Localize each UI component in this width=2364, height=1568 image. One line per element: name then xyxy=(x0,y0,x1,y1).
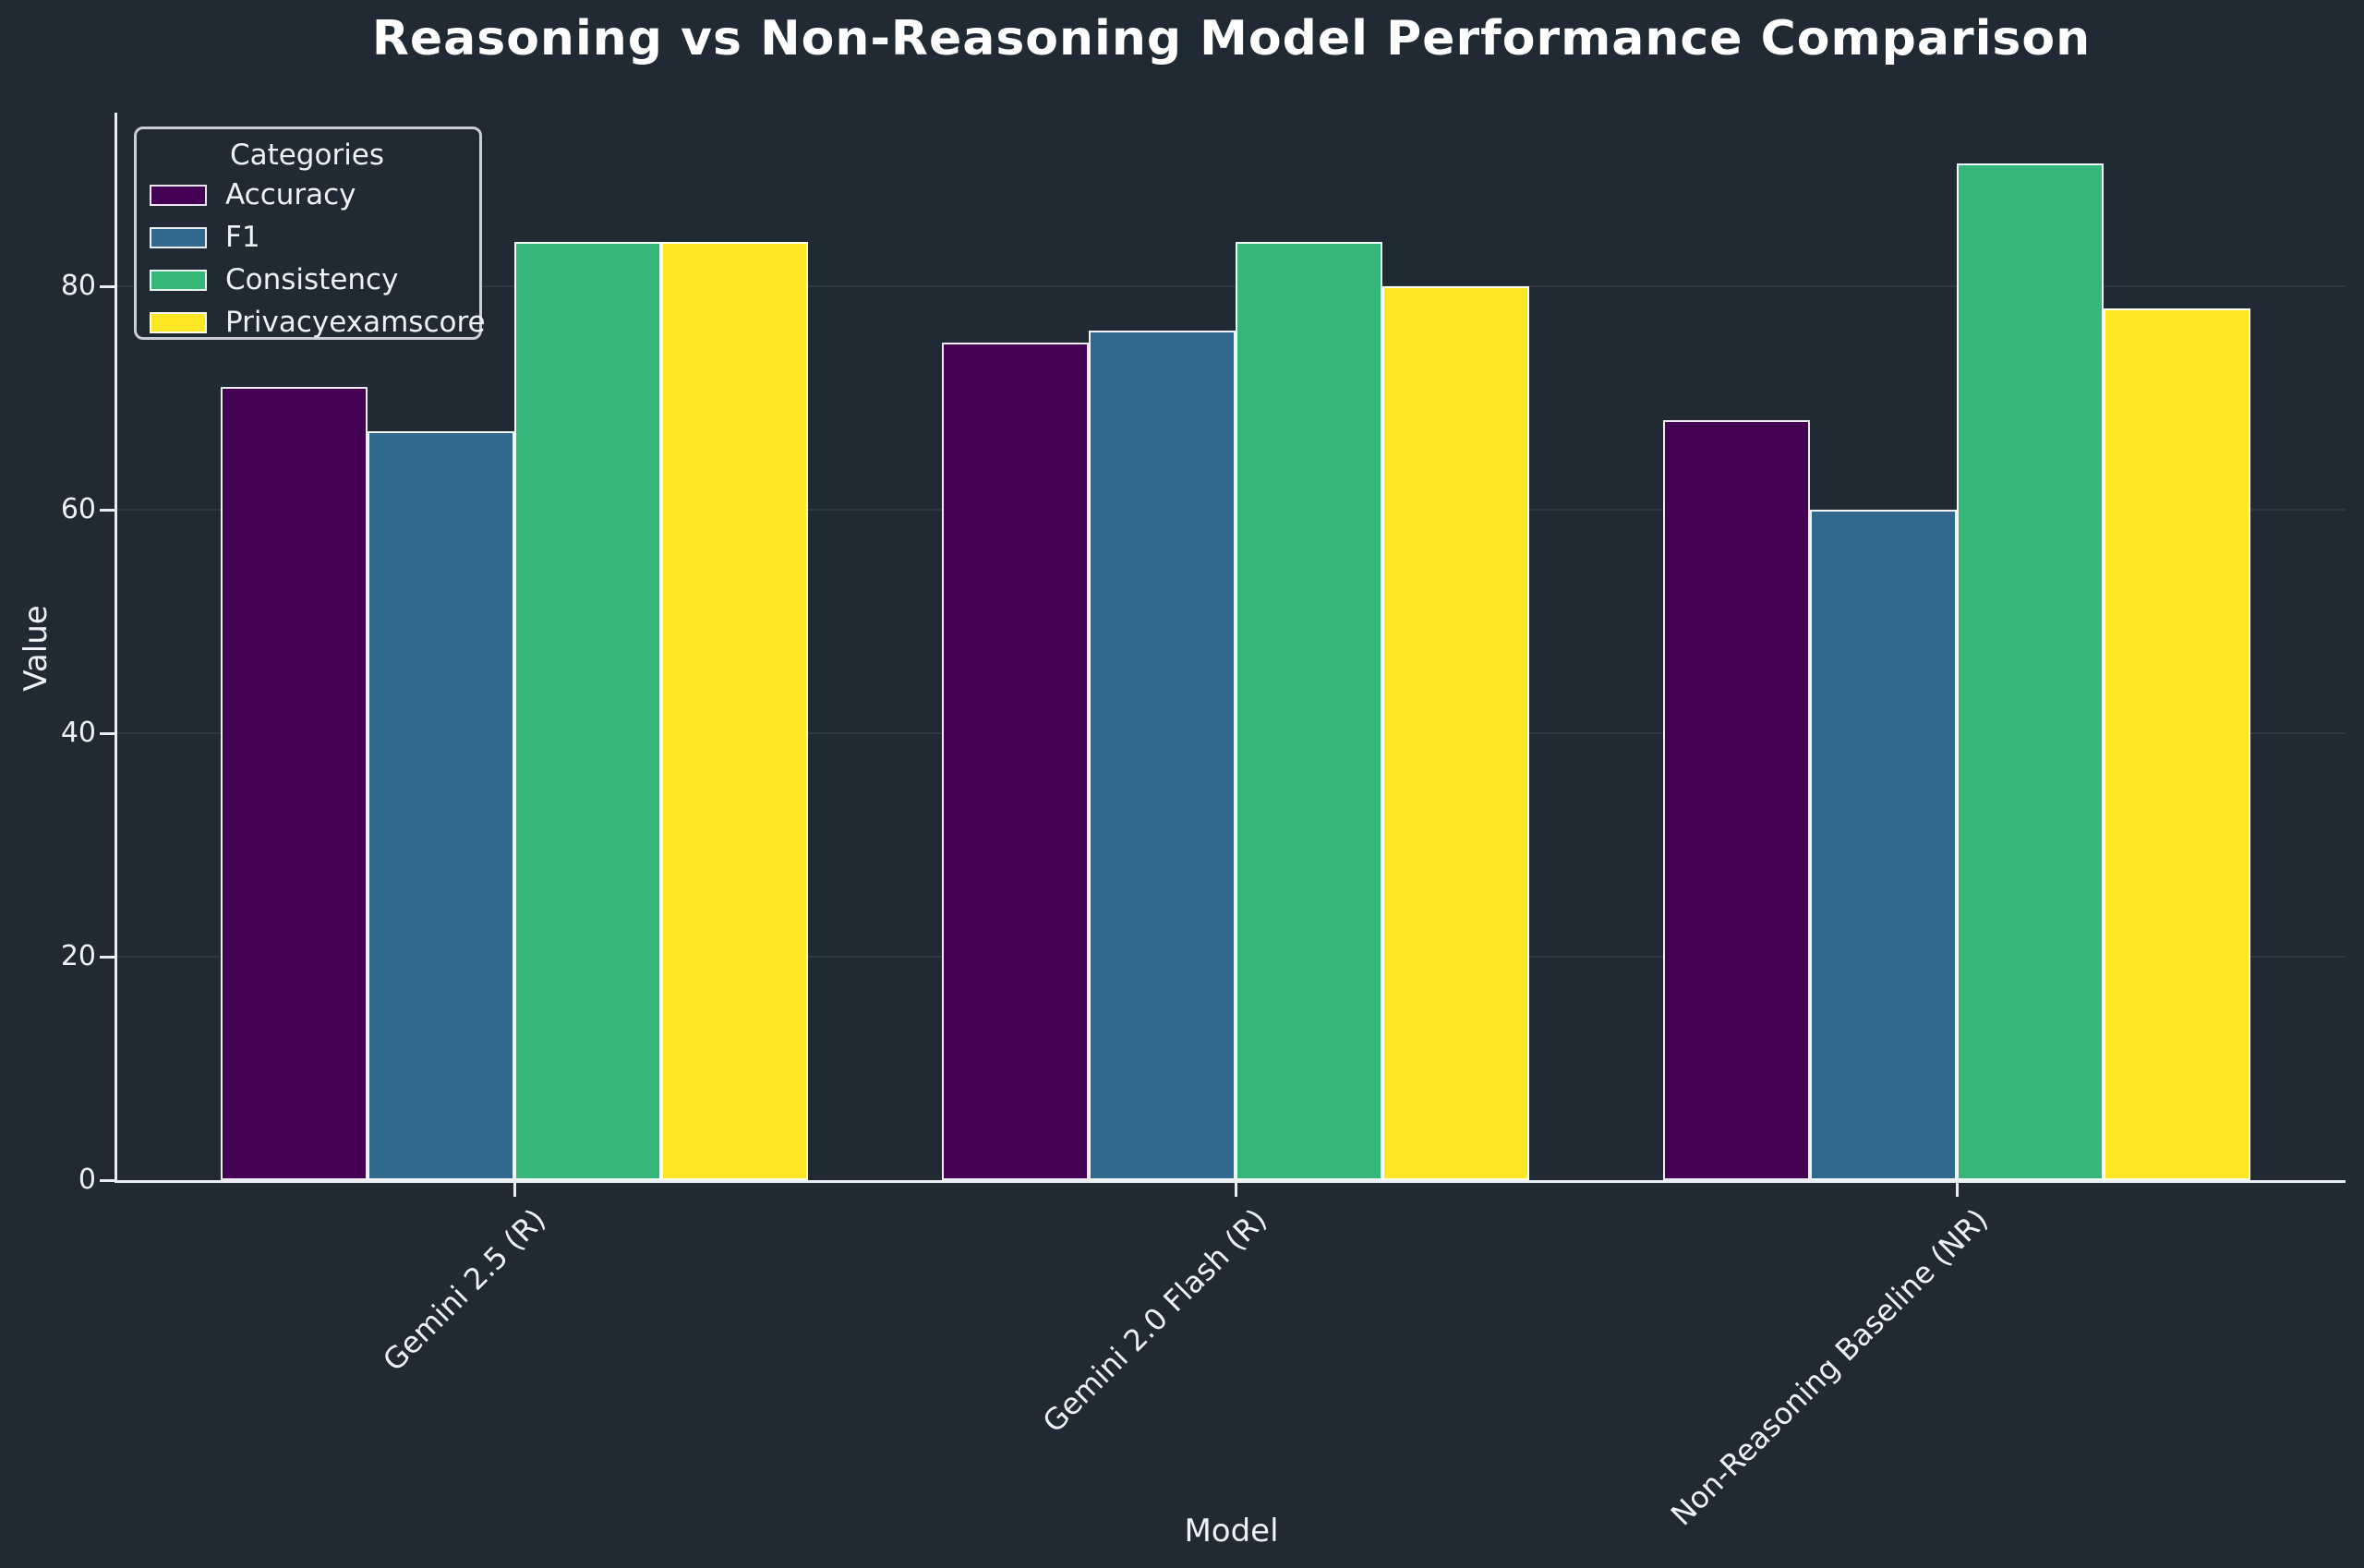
bar-consistency-non-reasoning-baseline-nr xyxy=(1957,163,2104,1180)
y-tick-mark-40 xyxy=(100,731,115,735)
y-axis-title: Value xyxy=(18,605,54,692)
x-tick-label-gemini-2-5-r: Gemini 2.5 (R) xyxy=(376,1201,553,1379)
y-tick-mark-0 xyxy=(100,1178,115,1182)
y-tick-label-40: 40 xyxy=(60,717,96,749)
plot-area xyxy=(115,113,2346,1183)
x-tick-mark-gemini-2-5-r xyxy=(513,1180,516,1197)
bar-f1-gemini-2-5-r xyxy=(368,431,514,1180)
legend-items: Accuracy F1 Consistency Privacyexamscore xyxy=(150,174,486,344)
legend-title: Categories xyxy=(229,139,385,172)
x-tick-label-non-reasoning-baseline-nr: Non-Reasoning Baseline (NR) xyxy=(1663,1201,1996,1533)
x-tick-mark-gemini-2-0-flash-r xyxy=(1234,1180,1237,1197)
legend: Categories Accuracy F1 Consistency Privacye… xyxy=(134,127,486,340)
legend-label-consistency: Consistency xyxy=(225,263,399,296)
bar-accuracy-non-reasoning-baseline-nr xyxy=(1663,420,1810,1180)
bar-privacyexamscore-non-reasoning-baseline-nr xyxy=(2104,308,2250,1180)
legend-item-privacyexamscore: Privacyexamscore xyxy=(150,301,486,344)
chart-title: Reasoning vs Non-Reasoning Model Perform… xyxy=(371,11,2092,66)
gridline-y-80 xyxy=(117,285,2346,287)
x-axis-spine xyxy=(115,1180,2346,1183)
legend-swatch-consistency xyxy=(150,269,207,291)
y-tick-label-20: 20 xyxy=(60,940,96,972)
y-tick-mark-80 xyxy=(100,284,115,288)
y-tick-mark-20 xyxy=(100,955,115,959)
y-tick-mark-60 xyxy=(100,508,115,512)
legend-label-privacyexamscore: Privacyexamscore xyxy=(225,306,486,339)
bar-accuracy-gemini-2-0-flash-r xyxy=(942,342,1089,1180)
bar-accuracy-gemini-2-5-r xyxy=(221,386,368,1180)
x-tick-mark-non-reasoning-baseline-nr xyxy=(1955,1180,1959,1197)
x-tick-label-gemini-2-0-flash-r: Gemini 2.0 Flash (R) xyxy=(1035,1201,1274,1440)
y-tick-label-80: 80 xyxy=(60,270,96,302)
legend-label-accuracy: Accuracy xyxy=(225,178,356,211)
bar-consistency-gemini-2-5-r xyxy=(514,241,661,1180)
y-tick-label-0: 0 xyxy=(78,1164,96,1196)
legend-swatch-privacyexamscore xyxy=(150,311,207,333)
legend-label-f1: F1 xyxy=(225,221,260,254)
bar-privacyexamscore-gemini-2-5-r xyxy=(661,241,808,1180)
bar-privacyexamscore-gemini-2-0-flash-r xyxy=(1382,286,1529,1180)
y-tick-label-60: 60 xyxy=(60,493,96,525)
bar-f1-non-reasoning-baseline-nr xyxy=(1810,510,1957,1180)
legend-swatch-accuracy xyxy=(150,184,207,206)
bar-f1-gemini-2-0-flash-r xyxy=(1089,331,1236,1180)
legend-item-f1: F1 xyxy=(150,216,464,259)
legend-item-consistency: Consistency xyxy=(150,259,464,301)
legend-swatch-f1 xyxy=(150,226,207,248)
legend-item-accuracy: Accuracy xyxy=(150,174,464,216)
x-axis-title: Model xyxy=(1184,1513,1279,1550)
bar-consistency-gemini-2-0-flash-r xyxy=(1236,241,1382,1180)
y-axis-spine xyxy=(115,113,117,1180)
